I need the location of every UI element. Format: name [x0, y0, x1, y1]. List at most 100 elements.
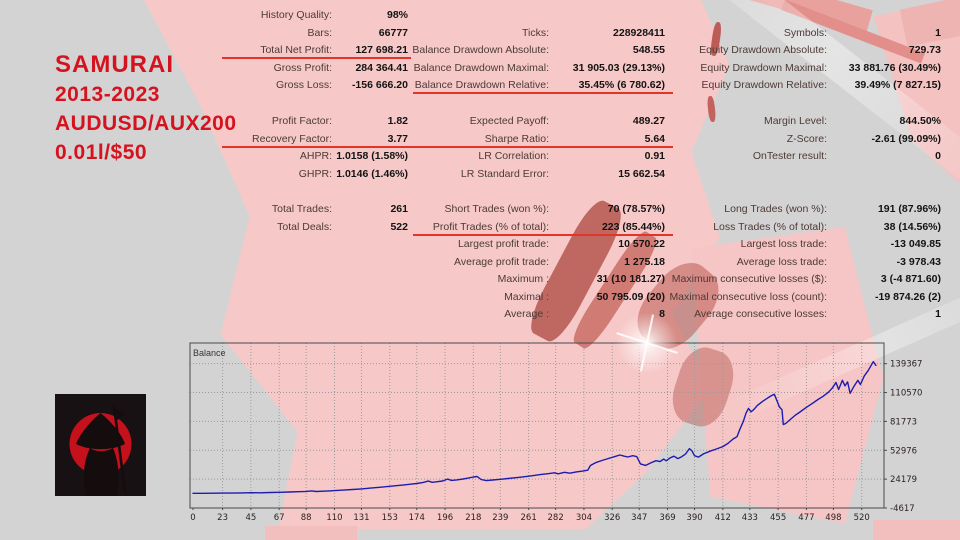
- y-axis-label: 139367: [890, 360, 922, 370]
- x-axis-label: 23: [217, 513, 228, 523]
- stat-label: Largest profit trade:: [457, 238, 549, 250]
- stat-label: Profit Factor:: [271, 115, 332, 127]
- x-axis-label: 412: [715, 513, 731, 523]
- stat-value: 729.73: [908, 44, 941, 56]
- stat-value: 0.91: [644, 150, 665, 162]
- x-axis-label: 390: [686, 513, 702, 523]
- stat-label: AHPR:: [299, 150, 332, 162]
- stat-value: 127 698.21: [355, 44, 408, 56]
- stat-label: Equity Drawdown Maximal:: [700, 61, 827, 74]
- stat-label: Maximum :: [497, 273, 549, 285]
- stat-label: Long Trades (won %):: [724, 203, 827, 215]
- stat-label: Balance Drawdown Maximal:: [413, 61, 549, 74]
- stat-row: Total Deals: 522 Profit Trades (% of total…: [0, 219, 960, 237]
- stat-value: -2.61 (99.09%): [871, 132, 941, 145]
- stat-value: 31 (10 181.27): [596, 273, 665, 285]
- stat-label: Maximal :: [504, 290, 549, 303]
- stat-label: Z-Score:: [786, 132, 827, 145]
- balance-chart: -4617 24179 52976 81773 110570 139367 0 23 45 67 8…: [189, 342, 922, 523]
- x-axis-label: 67: [274, 513, 285, 523]
- stat-label: Largest loss trade:: [740, 238, 827, 250]
- y-axis-label: 81773: [890, 417, 917, 427]
- y-axis-label: 110570: [890, 389, 922, 399]
- brand-lot-deposit: 0.01l/$50: [55, 141, 148, 164]
- x-axis-label: 326: [604, 513, 620, 523]
- stats-block-trades: Total Trades: 261 Short Trades (won %): 70 …: [0, 201, 960, 324]
- red-underline: [222, 145, 673, 148]
- x-axis-label: 218: [465, 513, 481, 523]
- stat-value: 223 (85.44%): [601, 220, 665, 233]
- x-axis-label: 131: [353, 513, 369, 523]
- x-axis-label: 153: [382, 513, 398, 523]
- stat-label: GHPR:: [298, 167, 332, 180]
- stat-label: LR Standard Error:: [460, 167, 549, 180]
- stat-value: 3 (-4 871.60): [880, 273, 941, 285]
- stat-row: Average profit trade: 1 275.18 Average los…: [0, 254, 960, 272]
- stat-value: 10 570.22: [618, 238, 665, 250]
- stat-row: Bars: 66777 Ticks: 228928411 Symbols: 1: [0, 25, 960, 43]
- x-axis-label: 0: [190, 513, 195, 523]
- stat-label: Average consecutive losses:: [694, 308, 827, 320]
- brand-period: 2013-2023: [55, 83, 160, 106]
- x-axis-label: 174: [409, 513, 425, 523]
- stat-label: Total Trades:: [271, 203, 332, 215]
- stat-value: 548.55: [632, 44, 665, 56]
- x-axis-label: 45: [245, 513, 256, 523]
- x-axis-label: 110: [326, 513, 342, 523]
- stat-row: Total Trades: 261 Short Trades (won %): 70 …: [0, 201, 960, 219]
- x-axis-label: 282: [548, 513, 564, 523]
- stat-row: GHPR: 1.0146 (1.46%) LR Standard Error: 15 …: [0, 166, 960, 184]
- stat-value: 1.0158 (1.58%): [336, 150, 408, 162]
- stat-label: Gross Profit:: [273, 61, 332, 74]
- x-axis-label: 88: [301, 513, 312, 523]
- y-axis-label: 52976: [890, 446, 917, 456]
- stat-row: AHPR: 1.0158 (1.58%) LR Correlation: 0.91 On…: [0, 148, 960, 166]
- stat-label: Balance Drawdown Absolute:: [412, 44, 549, 56]
- stat-value: -156 666.20: [351, 79, 408, 91]
- stat-label: Sharpe Ratio:: [484, 132, 549, 145]
- samurai-logo-icon: [55, 394, 146, 496]
- x-axis-label: 239: [492, 513, 508, 523]
- x-axis-label: 304: [576, 513, 592, 523]
- stat-value: 261: [390, 203, 408, 215]
- stat-row: Gross Profit: 284 364.41 Balance Drawdown …: [0, 60, 960, 78]
- stat-value: 33 881.76 (30.49%): [848, 61, 941, 74]
- stat-label: Maximal consecutive loss (count):: [669, 290, 827, 303]
- brand-title: SAMURAI: [55, 51, 174, 78]
- stat-label: Loss Trades (% of total):: [713, 220, 827, 233]
- stat-label: Average profit trade:: [454, 255, 549, 268]
- stat-value: 50 795.09 (20): [596, 290, 665, 303]
- stat-label: Average :: [504, 308, 549, 320]
- stat-value: 1.0146 (1.46%): [336, 167, 408, 180]
- stat-label: Total Deals:: [277, 220, 332, 233]
- red-underline: [413, 92, 673, 94]
- red-underline: [222, 57, 411, 59]
- stat-value: 522: [390, 220, 408, 233]
- stat-label: Equity Drawdown Relative:: [701, 79, 827, 91]
- stat-value: 5.64: [644, 132, 665, 145]
- stat-row: Profit Factor: 1.82 Expected Payoff: 489.27…: [0, 113, 960, 131]
- stat-row: Gross Loss: -156 666.20 Balance Drawdown R…: [0, 77, 960, 95]
- background-pink-patch: [265, 526, 357, 540]
- stat-row: Maximum : 31 (10 181.27) Maximum consecuti…: [0, 271, 960, 289]
- stat-value: 31 905.03 (29.13%): [572, 61, 665, 74]
- chart-title: Balance: [193, 348, 226, 358]
- stat-label: Recovery Factor:: [252, 132, 332, 145]
- stat-label: Balance Drawdown Relative:: [414, 79, 549, 91]
- stat-value: 70 (78.57%): [607, 203, 665, 215]
- stat-value: -13 049.85: [890, 238, 941, 250]
- x-axis-label: 498: [825, 513, 841, 523]
- stats-block-summary: History Quality: 98% Bars: 66777 Ticks: 22892…: [0, 7, 960, 95]
- y-axis-label: -4617: [890, 504, 915, 514]
- x-axis-label: 369: [659, 513, 675, 523]
- stat-label: Expected Payoff:: [469, 115, 549, 127]
- stat-value: -19 874.26 (2): [875, 290, 941, 303]
- stat-label: Profit Trades (% of total):: [432, 220, 549, 233]
- x-axis-label: 520: [854, 513, 870, 523]
- stat-label: Equity Drawdown Absolute:: [699, 44, 827, 56]
- lens-flare-icon: [612, 308, 682, 378]
- red-underline: [413, 233, 673, 236]
- stat-row: Maximal : 50 795.09 (20) Maximal consecuti…: [0, 289, 960, 307]
